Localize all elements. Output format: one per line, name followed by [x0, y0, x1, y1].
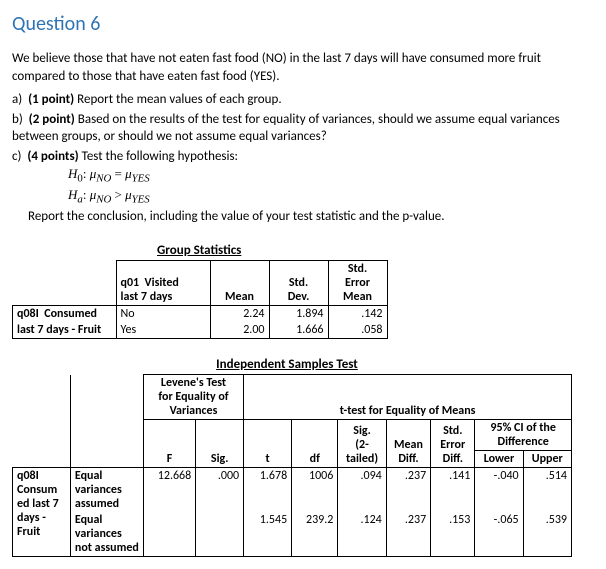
- part-a: a) (1 point) Report the mean values of e…: [12, 91, 594, 109]
- part-a-label: a): [12, 92, 22, 107]
- r1-sediff: .141: [431, 468, 475, 513]
- se-no: .142: [328, 306, 387, 323]
- se-yes: .058: [328, 322, 387, 339]
- r1-df: 1006: [292, 468, 338, 513]
- assume-unequal: Equalvariancesnot assumed: [70, 512, 143, 557]
- table-row: Equalvariancesnot assumed 1.545 239.2 .1…: [13, 512, 572, 557]
- r2-df: 239.2: [292, 512, 338, 557]
- part-b-points: (2 point): [29, 112, 75, 127]
- table-header-row: F Sig. t df Sig.(2-tailed) MeanDiff. Std…: [13, 420, 572, 451]
- r1-Sig: .000: [196, 468, 244, 513]
- levene-header: Levene's Testfor Equality ofVariances: [143, 375, 243, 420]
- r1-lower: -.040: [475, 468, 523, 513]
- col-lower: Lower: [475, 451, 523, 468]
- mean-yes: 2.00: [210, 322, 269, 339]
- part-c-points: (4 points): [27, 149, 78, 164]
- col-sediff: Std.ErrorDiff.: [431, 420, 475, 468]
- r2-t: 1.545: [244, 512, 292, 557]
- parts-list: a) (1 point) Report the mean values of e…: [12, 91, 594, 225]
- sd-no: 1.894: [269, 306, 328, 323]
- table-header-row: q01 Visitedlast 7 days Mean Std.Dev. Std…: [13, 261, 388, 306]
- part-a-points: (1 point): [28, 92, 74, 107]
- col-se: Std.ErrorMean: [328, 261, 387, 306]
- grp-no: No: [116, 306, 210, 323]
- col-ci: 95% CI of theDifference: [475, 420, 572, 451]
- ist-table: Levene's Testfor Equality ofVariances t-…: [12, 374, 572, 557]
- hypothesis-ha: Ha: μNO > μYES: [12, 186, 594, 207]
- r2-sediff: .153: [431, 512, 475, 557]
- row-label-line1: q08I Consumed: [13, 306, 117, 323]
- assume-equal: Equalvariancesassumed: [70, 468, 143, 513]
- col-mdiff: MeanDiff.: [386, 420, 430, 468]
- question-title: Question 6: [12, 12, 594, 36]
- group-stats-table: q01 Visitedlast 7 days Mean Std.Dev. Std…: [12, 260, 388, 339]
- part-c-text: Test the following hypothesis:: [82, 149, 238, 164]
- table-row: q08I Consumed No 2.24 1.894 .142: [13, 306, 388, 323]
- r2-sig2: .124: [338, 512, 386, 557]
- r1-upper: .514: [523, 468, 571, 513]
- table-row: last 7 days - Fruit Yes 2.00 1.666 .058: [13, 322, 388, 339]
- r2-mdiff: .237: [386, 512, 430, 557]
- col-sd: Std.Dev.: [269, 261, 328, 306]
- ttest-header: t-test for Equality of Means: [244, 375, 572, 420]
- r1-t: 1.678: [244, 468, 292, 513]
- col-mean: Mean: [210, 261, 269, 306]
- ist-rowlabel: q08IConsumed last 7days -Fruit: [13, 468, 71, 557]
- conclusion-prompt: Report the conclusion, including the val…: [12, 209, 445, 224]
- hypothesis-h0: H0: μNO = μYES: [12, 165, 594, 186]
- part-b: b) (2 point) Based on the results of the…: [12, 111, 594, 146]
- col-df: df: [292, 420, 338, 468]
- part-c: c) (4 points) Test the following hypothe…: [12, 148, 594, 226]
- table-header-row: Levene's Testfor Equality ofVariances t-…: [13, 375, 572, 420]
- intro-text: We believe those that have not eaten fas…: [12, 50, 594, 85]
- col-t: t: [244, 420, 292, 468]
- r1-sig2: .094: [338, 468, 386, 513]
- part-a-text: Report the mean values of each group.: [77, 92, 281, 107]
- part-b-label: b): [12, 112, 23, 127]
- grp-yes: Yes: [116, 322, 210, 339]
- group-stats-title: Group Statistics: [107, 243, 457, 258]
- r1-F: 12.668: [143, 468, 195, 513]
- col-F: F: [143, 420, 195, 468]
- mean-no: 2.24: [210, 306, 269, 323]
- r1-mdiff: .237: [386, 468, 430, 513]
- sd-yes: 1.666: [269, 322, 328, 339]
- col-sig2: Sig.(2-tailed): [338, 420, 386, 468]
- ist-title: Independent Samples Test: [12, 357, 562, 372]
- col-Sig: Sig.: [196, 420, 244, 468]
- part-b-text: Based on the results of the test for equ…: [12, 112, 560, 145]
- r2-lower: -.065: [475, 512, 523, 557]
- row-label-line2: last 7 days - Fruit: [13, 322, 117, 339]
- col-upper: Upper: [523, 451, 571, 468]
- table-row: q08IConsumed last 7days -Fruit Equalvari…: [13, 468, 572, 513]
- col-group: q01 Visitedlast 7 days: [116, 261, 210, 306]
- r2-upper: .539: [523, 512, 571, 557]
- part-c-label: c): [12, 149, 21, 164]
